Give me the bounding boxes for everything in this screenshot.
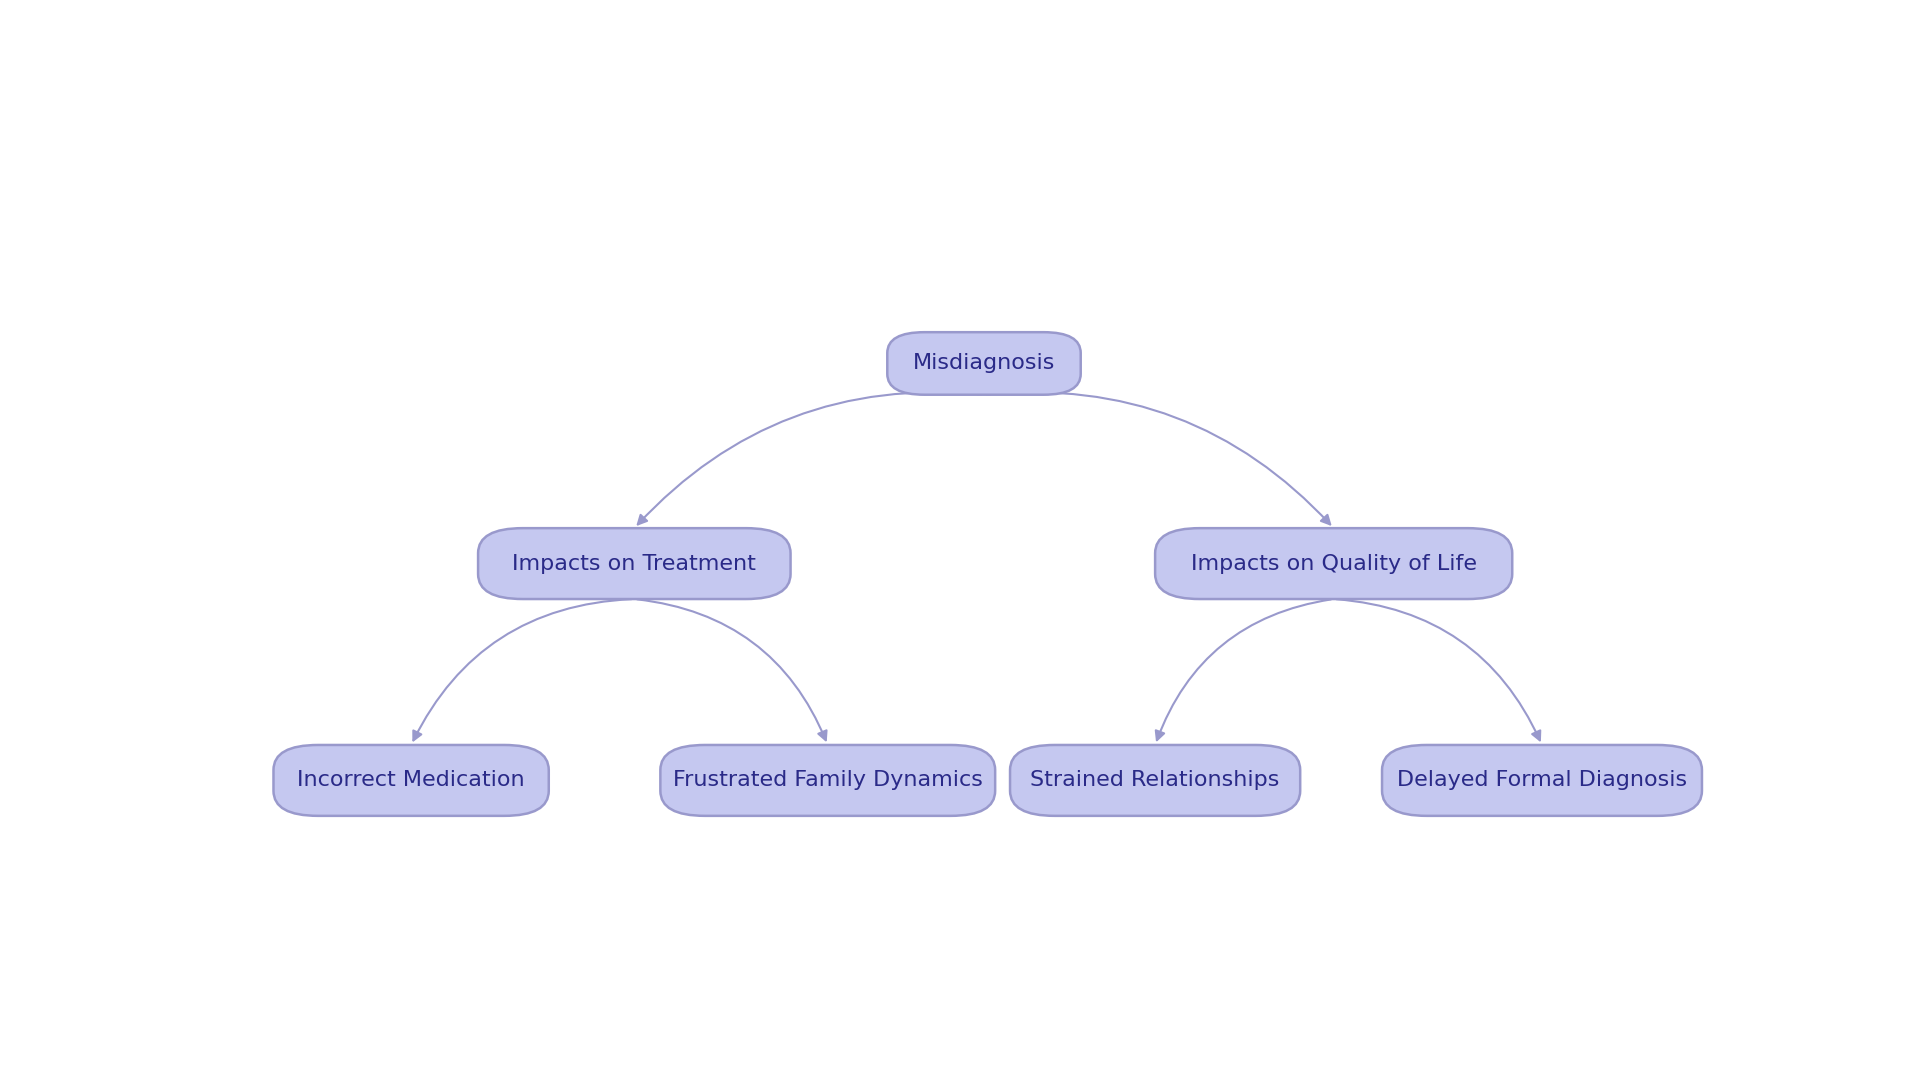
Text: Impacts on Treatment: Impacts on Treatment xyxy=(513,553,756,574)
FancyBboxPatch shape xyxy=(1156,529,1513,599)
FancyBboxPatch shape xyxy=(273,745,549,815)
Text: Incorrect Medication: Incorrect Medication xyxy=(298,770,524,791)
Text: Strained Relationships: Strained Relationships xyxy=(1031,770,1281,791)
FancyBboxPatch shape xyxy=(660,745,995,815)
FancyBboxPatch shape xyxy=(887,332,1081,394)
Text: Impacts on Quality of Life: Impacts on Quality of Life xyxy=(1190,553,1476,574)
FancyBboxPatch shape xyxy=(1010,745,1300,815)
Text: Frustrated Family Dynamics: Frustrated Family Dynamics xyxy=(672,770,983,791)
Text: Delayed Formal Diagnosis: Delayed Formal Diagnosis xyxy=(1398,770,1688,791)
Text: Misdiagnosis: Misdiagnosis xyxy=(912,353,1056,374)
FancyBboxPatch shape xyxy=(478,529,791,599)
FancyBboxPatch shape xyxy=(1382,745,1701,815)
